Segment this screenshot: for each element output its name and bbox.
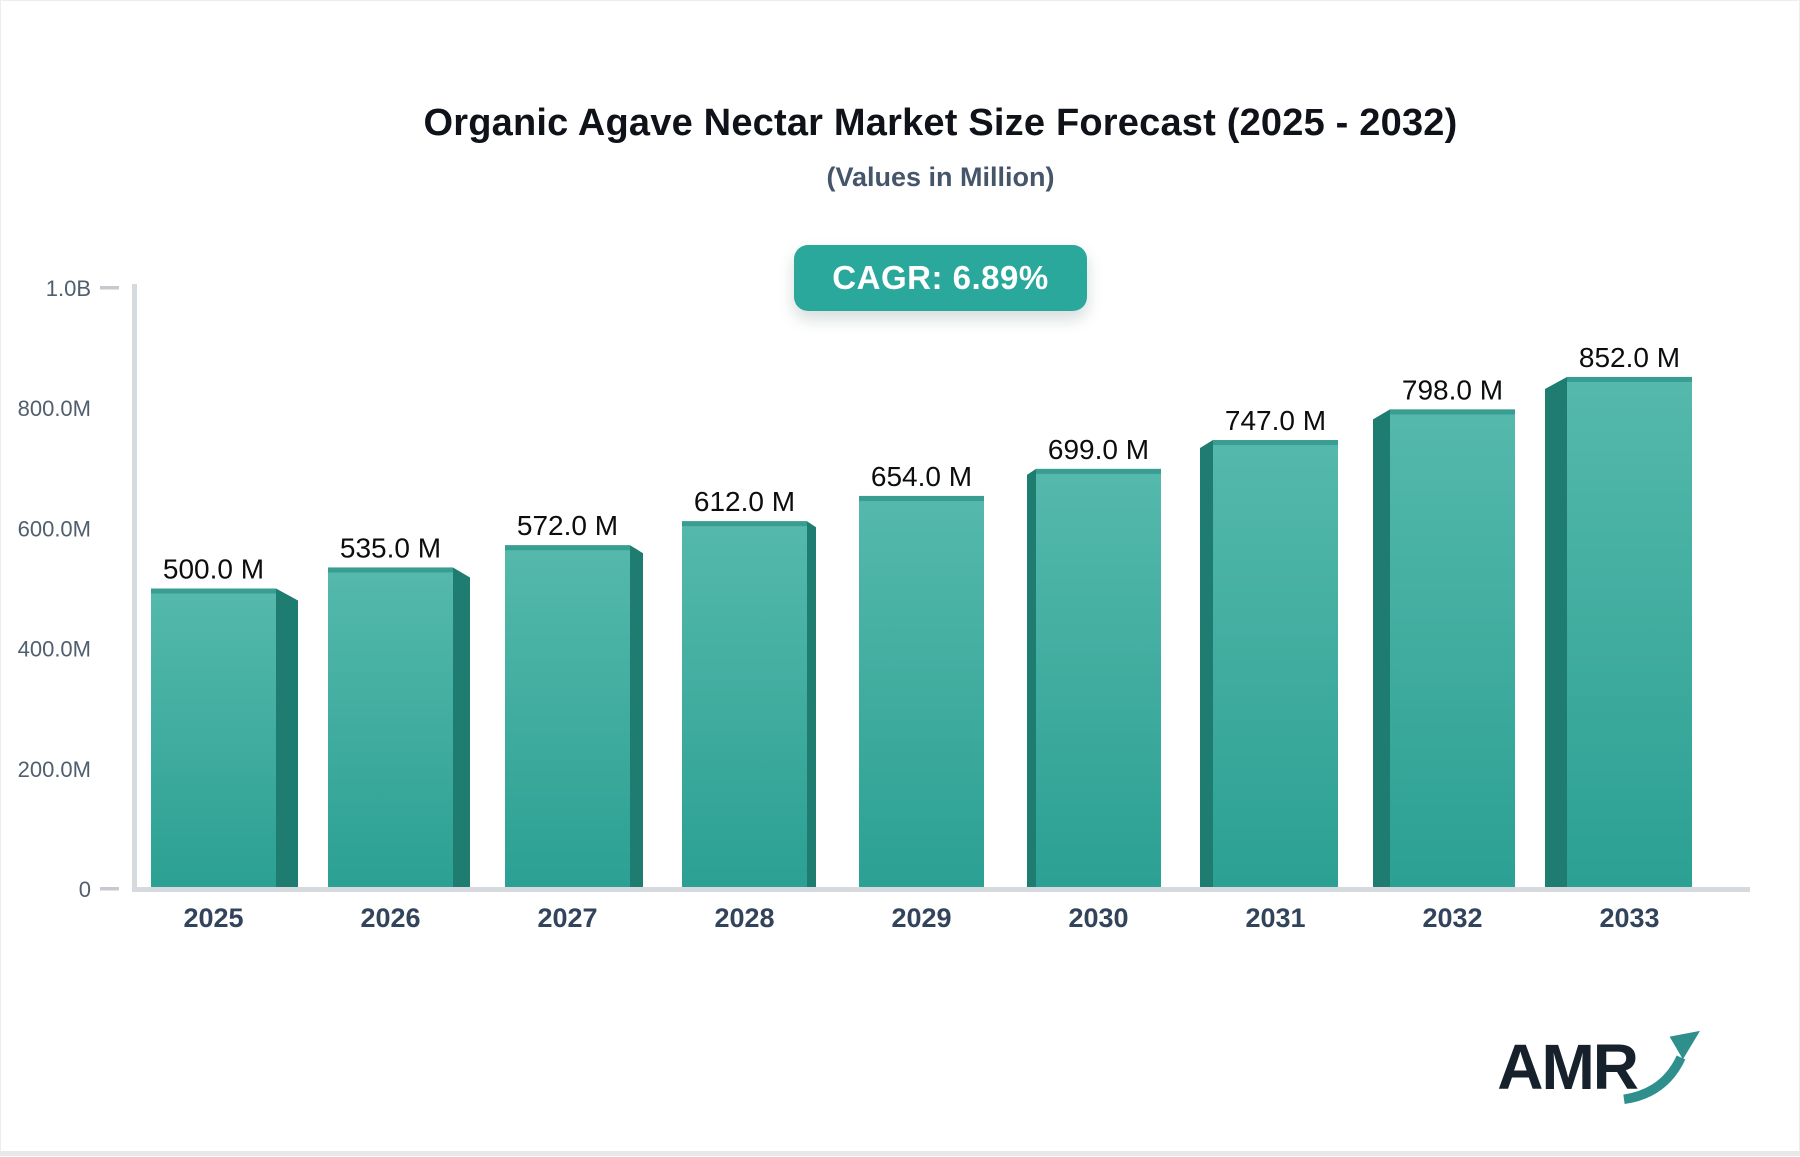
bar-group-2028: 612.0 M 2028 (682, 486, 816, 933)
y-axis-line (132, 284, 137, 892)
bar-side-face (276, 588, 298, 888)
bar-value-label: 699.0 M (1048, 434, 1149, 465)
bar-group-2029: 654.0 M 2029 (859, 461, 984, 933)
bar-side-face (1545, 376, 1567, 888)
x-axis-label: 2025 (183, 903, 243, 933)
y-axis-label: 800.0M (18, 396, 91, 421)
bar (328, 567, 453, 888)
bar-value-label: 654.0 M (871, 461, 972, 492)
bar-side-face (1027, 468, 1036, 888)
x-axis-label: 2027 (537, 903, 597, 933)
bar-side-face (630, 545, 643, 888)
bar (859, 495, 984, 888)
bar-value-label: 612.0 M (694, 486, 795, 517)
bar (505, 545, 630, 888)
bar-value-label: 500.0 M (163, 554, 264, 585)
chart-header: Organic Agave Nectar Market Size Forecas… (134, 101, 1747, 311)
y-axis-label: 1.0B (46, 276, 91, 301)
bar-group-2027: 572.0 M 2027 (505, 510, 643, 933)
bar-top-edge (505, 545, 630, 551)
y-axis-label: 200.0M (18, 757, 91, 782)
x-axis-label: 2026 (360, 903, 420, 933)
bar-value-label: 747.0 M (1225, 405, 1326, 436)
bar (1213, 440, 1338, 888)
bar-group-2025: 500.0 M 2025 (151, 554, 298, 933)
x-axis-label: 2031 (1245, 903, 1305, 933)
bar-top-edge (859, 495, 984, 501)
bar-group-2026: 535.0 M 2026 (328, 532, 470, 933)
bar-value-label: 852.0 M (1579, 342, 1680, 373)
bar-group-2030: 699.0 M 2030 (1027, 434, 1161, 933)
bar (151, 588, 276, 888)
bar-top-edge (1036, 468, 1161, 474)
bar-value-label: 535.0 M (340, 532, 441, 563)
y-axis-tick (100, 286, 119, 290)
bar-side-face (1200, 440, 1213, 888)
x-axis-label: 2033 (1599, 903, 1659, 933)
bar-top-edge (1213, 440, 1338, 446)
x-axis-label: 2029 (891, 903, 951, 933)
growth-arrow-icon (1623, 1030, 1700, 1105)
bar-group-2032: 798.0 M 2032 (1373, 374, 1515, 933)
x-axis-line (132, 887, 1750, 892)
bar-group-2033: 852.0 M 2033 (1545, 342, 1692, 933)
cagr-badge: CAGR: 6.89% (794, 244, 1087, 311)
x-axis-label: 2030 (1068, 903, 1128, 933)
bar-top-edge (328, 567, 453, 573)
x-axis-label: 2032 (1422, 903, 1482, 933)
bar (682, 521, 807, 888)
bar-side-face (453, 567, 470, 888)
bar-top-edge (682, 521, 807, 527)
bar (1036, 468, 1161, 888)
y-axis-label: 600.0M (18, 516, 91, 541)
bar-top-edge (1567, 376, 1692, 382)
bar (1390, 409, 1515, 888)
amr-logo-text: AMR (1497, 1031, 1639, 1103)
bar (1567, 376, 1692, 888)
bar-side-face (807, 521, 816, 888)
y-axis-label: 0 (79, 877, 91, 902)
amr-logo: AMR (1497, 1029, 1703, 1105)
bar-top-edge (1390, 409, 1515, 415)
bar-top-edge (151, 588, 276, 594)
bar-group-2031: 747.0 M 2031 (1200, 405, 1338, 933)
bar-value-label: 572.0 M (517, 510, 618, 541)
bar-value-label: 798.0 M (1402, 374, 1503, 405)
y-axis-label: 400.0M (18, 637, 91, 662)
x-axis-label: 2028 (714, 903, 774, 933)
bar-side-face (1373, 409, 1390, 888)
chart-title: Organic Agave Nectar Market Size Forecas… (423, 102, 1458, 144)
chart-subtitle: (Values in Million) (826, 161, 1055, 192)
y-axis-tick (100, 887, 119, 891)
